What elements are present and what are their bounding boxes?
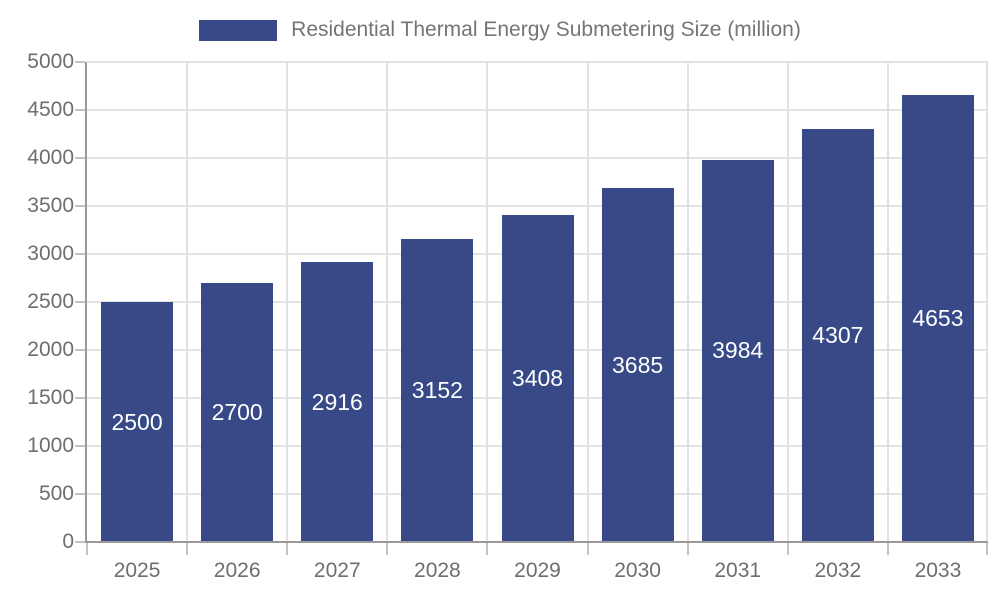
bar-2032: 4307: [801, 128, 874, 542]
x-axis-tick: [386, 542, 389, 555]
y-axis-tick-label: 3000: [27, 242, 74, 265]
x-axis-tick: [286, 542, 289, 555]
x-axis-tick-label: 2033: [914, 559, 962, 582]
x-axis-tick-label: 2030: [614, 559, 661, 582]
gridline-vertical: [786, 62, 789, 542]
gridline-vertical: [686, 62, 689, 542]
gridline-vertical: [886, 62, 889, 542]
y-axis-tick: [75, 157, 85, 159]
legend-swatch: [199, 19, 278, 41]
x-axis-tick-label: 2028: [414, 559, 461, 582]
gridline-horizontal: [87, 157, 988, 159]
bar-value-label: 2500: [111, 408, 163, 435]
gridline-horizontal: [87, 109, 988, 111]
x-axis-tick: [486, 542, 489, 555]
bar-2026: 2700: [201, 282, 274, 542]
gridline-vertical: [286, 62, 289, 542]
y-axis-tick-label: 4500: [27, 98, 74, 121]
bar-2029: 3408: [501, 214, 574, 542]
x-axis-tick: [786, 542, 789, 555]
y-axis-tick: [75, 301, 85, 303]
gridline-vertical: [486, 62, 489, 542]
gridline-horizontal: [87, 61, 988, 63]
y-axis-tick: [75, 253, 85, 255]
x-axis-tick-label: 2031: [714, 559, 762, 582]
x-axis-tick: [686, 542, 689, 555]
y-axis-tick-label: 3500: [27, 194, 74, 217]
y-axis-tick: [75, 109, 85, 111]
y-axis-tick-label: 1000: [27, 434, 74, 457]
y-axis-tick-label: 500: [38, 482, 74, 505]
bar-2033: 4653: [901, 95, 974, 542]
x-axis-tick: [586, 542, 589, 555]
bar-value-label: 3408: [511, 364, 564, 391]
y-axis-tick: [75, 493, 85, 495]
y-axis-tick: [75, 397, 85, 399]
gridline-vertical: [186, 62, 189, 542]
y-axis-tick-label: 2000: [27, 338, 74, 361]
x-axis-tick-label: 2027: [313, 559, 361, 582]
bar-value-label: 3685: [612, 351, 664, 378]
y-axis-tick: [75, 541, 85, 543]
bar-value-label: 2916: [311, 388, 363, 415]
y-axis-tick: [75, 349, 85, 351]
bar-value-label: 3152: [411, 377, 463, 404]
y-axis-tick: [75, 445, 85, 447]
gridline-horizontal: [87, 205, 988, 207]
bar-value-label: 2700: [211, 398, 263, 425]
x-axis-tick-label: 2029: [514, 559, 561, 582]
y-axis-tick: [75, 205, 85, 207]
x-axis-tick: [186, 542, 189, 555]
gridline-vertical: [586, 62, 589, 542]
x-axis-tick: [86, 542, 88, 555]
gridline-vertical: [386, 62, 389, 542]
y-axis-tick-label: 5000: [27, 50, 74, 73]
x-axis-line: [85, 541, 988, 543]
x-axis-tick-label: 2025: [113, 559, 161, 582]
legend[interactable]: Residential Thermal Energy Submetering S…: [0, 16, 1000, 44]
x-axis-tick-label: 2032: [814, 559, 862, 582]
bar-2028: 3152: [401, 239, 474, 542]
y-axis-line: [85, 62, 87, 543]
y-axis-tick-label: 0: [62, 530, 74, 553]
y-axis-tick: [75, 61, 85, 63]
gridline-vertical: [986, 62, 988, 542]
bar-2025: 2500: [101, 302, 174, 542]
x-axis-tick-label: 2026: [213, 559, 261, 582]
x-axis-tick: [986, 542, 988, 555]
y-axis-tick-label: 1500: [27, 386, 74, 409]
bar-value-label: 3984: [712, 337, 764, 364]
bar-value-label: 4653: [912, 305, 964, 332]
y-axis-tick-label: 4000: [27, 146, 74, 169]
y-axis-tick-label: 2500: [27, 290, 74, 313]
bar-2030: 3685: [601, 188, 674, 542]
bar-2031: 3984: [701, 159, 774, 542]
bar-2027: 2916: [301, 262, 374, 542]
x-axis-tick: [886, 542, 889, 555]
bar-value-label: 4307: [812, 321, 864, 348]
plot-area: 2500 2700 2916 3152 3408 3685 3984 4307 4653: [75, 61, 988, 555]
legend-label: Residential Thermal Energy Submetering S…: [291, 18, 801, 41]
